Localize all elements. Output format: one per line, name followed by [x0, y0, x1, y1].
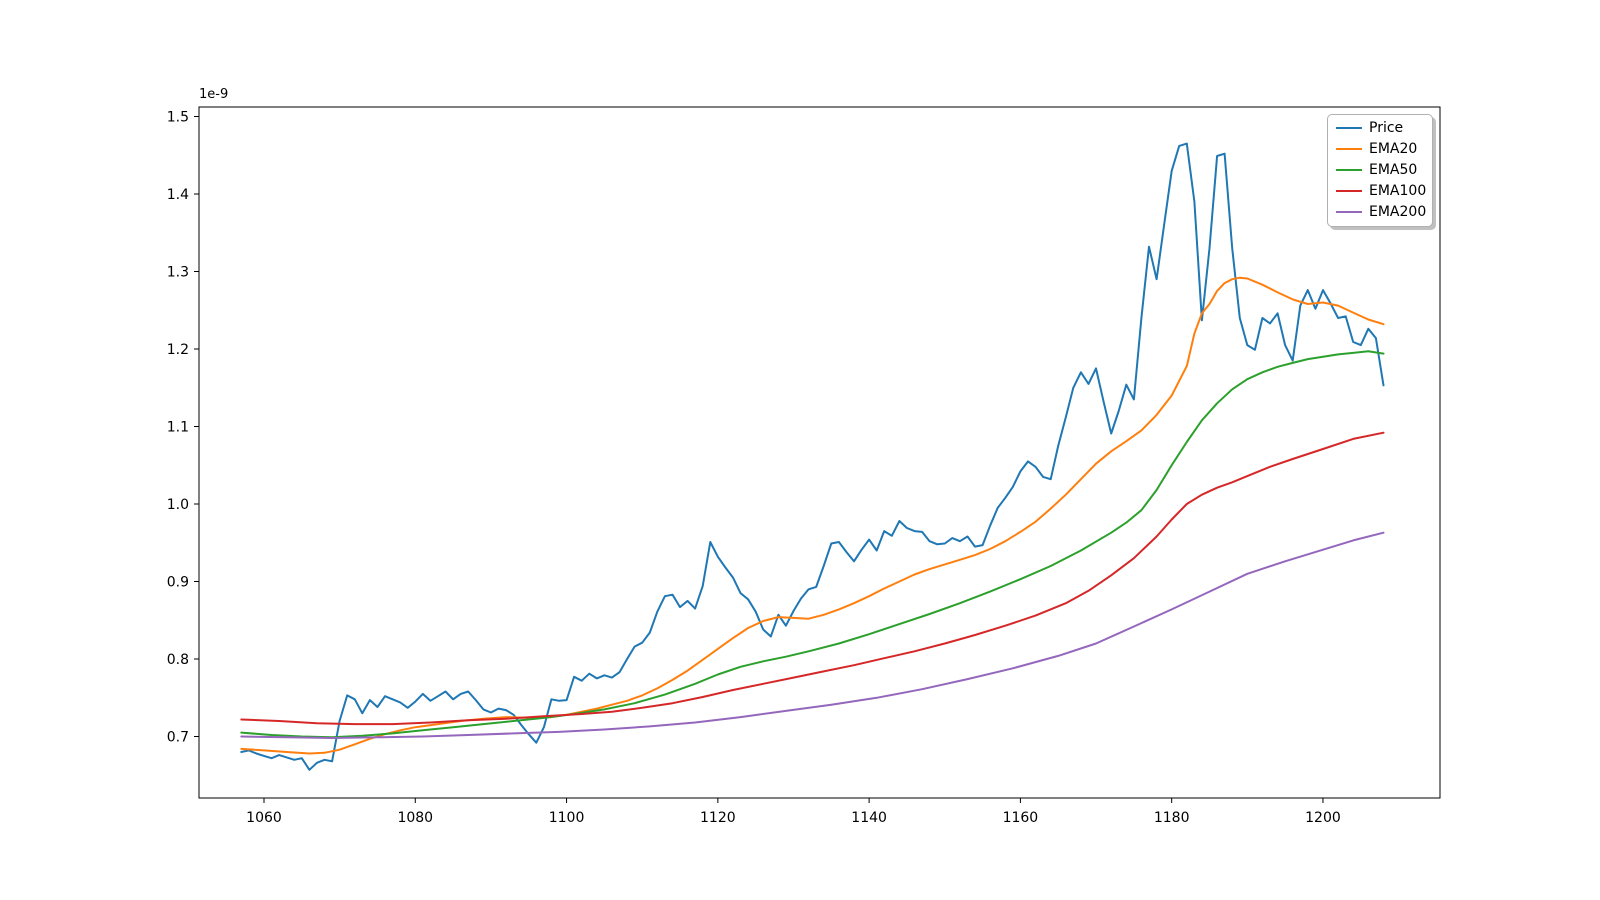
x-tick-label: 1160 — [1003, 810, 1039, 826]
y-tick-label: 1.3 — [167, 265, 189, 281]
legend-entry-price: Price — [1336, 120, 1424, 136]
legend-line-sample-price — [1336, 127, 1362, 129]
x-tick-label: 1120 — [700, 810, 736, 826]
x-tick-label: 1060 — [246, 810, 282, 826]
x-tick-label: 1140 — [851, 810, 887, 826]
y-tick-label: 1.2 — [167, 342, 189, 358]
series-line-ema100 — [240, 431, 1385, 726]
legend-line-sample-ema200 — [1336, 211, 1362, 213]
y-tick-label: 0.8 — [167, 652, 189, 668]
series-line-ema20 — [240, 276, 1385, 755]
series-line-price — [240, 142, 1385, 771]
legend-line-sample-ema100 — [1336, 190, 1362, 192]
legend-entry-ema100: EMA100 — [1336, 183, 1427, 199]
x-tick-label: 1100 — [549, 810, 585, 826]
x-tick-label: 1080 — [397, 810, 433, 826]
plot-border — [198, 106, 1441, 799]
y-axis-offset-label: 1e-9 — [199, 87, 228, 102]
axes: 1060 1080 1100 1120 1140 1160 1180 1200 0.7 0.8 0.… — [167, 106, 1441, 826]
x-tick-label: 1180 — [1154, 810, 1190, 826]
y-tick-label: 1.5 — [167, 110, 189, 126]
legend-line-sample-ema50 — [1336, 169, 1362, 171]
y-tick-label: 1.4 — [167, 187, 189, 203]
y-tick-label: 1.0 — [167, 497, 189, 513]
y-tick-label: 0.7 — [167, 730, 189, 746]
legend-label: EMA100 — [1369, 183, 1427, 199]
legend-label: EMA50 — [1369, 162, 1418, 178]
x-tick-label: 1200 — [1305, 810, 1341, 826]
y-tick-label: 0.9 — [167, 575, 189, 591]
series-line-ema200 — [240, 531, 1385, 739]
series-line-ema50 — [240, 350, 1385, 739]
legend-label: Price — [1369, 120, 1404, 136]
legend-entry-ema50: EMA50 — [1336, 162, 1424, 178]
legend-entry-ema200: EMA200 — [1336, 204, 1427, 220]
legend-label: EMA20 — [1369, 141, 1418, 157]
legend-entry-ema20: EMA20 — [1336, 141, 1424, 157]
legend: Price EMA20 EMA50 EMA100 EMA200 — [1327, 114, 1433, 227]
legend-line-sample-ema20 — [1336, 148, 1362, 150]
plot-area — [240, 142, 1385, 771]
y-tick-label: 1.1 — [167, 420, 189, 436]
legend-label: EMA200 — [1369, 204, 1427, 220]
